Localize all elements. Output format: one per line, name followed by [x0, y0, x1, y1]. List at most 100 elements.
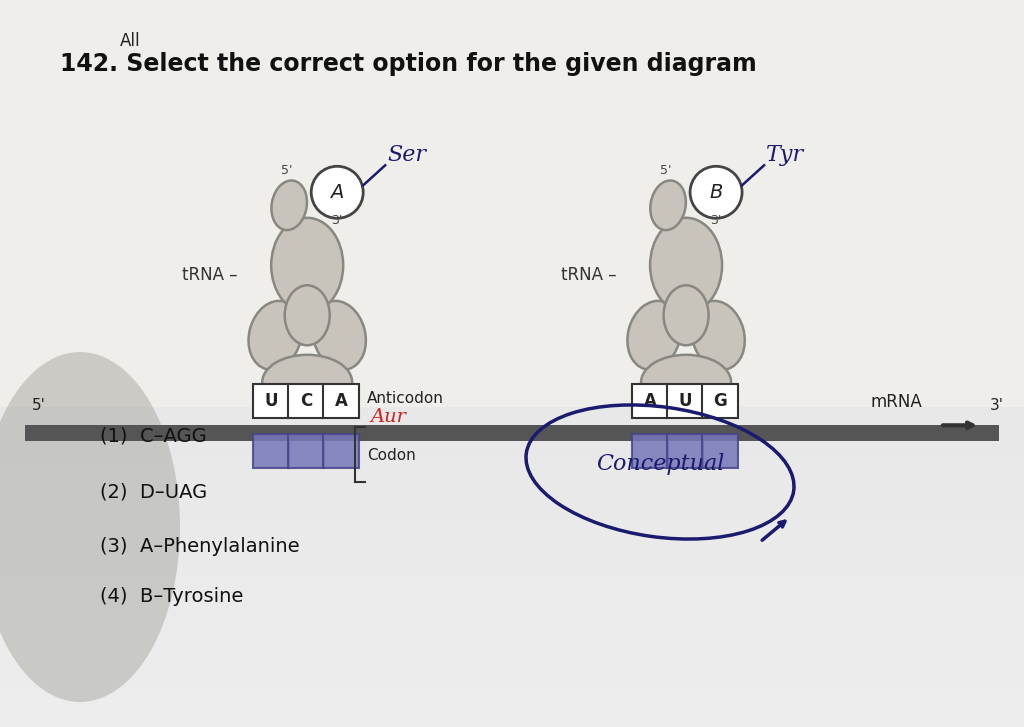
Bar [0, 698, 1024, 699]
Bar [0, 377, 1024, 378]
Bar [0, 396, 1024, 397]
Bar [0, 483, 1024, 484]
Bar [0, 360, 1024, 361]
Text: U: U [678, 393, 692, 410]
Bar [0, 356, 1024, 357]
Bar [0, 559, 1024, 560]
Bar [0, 266, 1024, 267]
Bar [0, 6, 1024, 7]
Bar [0, 109, 1024, 110]
Bar [0, 41, 1024, 42]
Bar [0, 535, 1024, 536]
Bar [0, 219, 1024, 220]
Bar [0, 310, 1024, 311]
Bar [0, 226, 1024, 227]
Bar [0, 477, 1024, 478]
Text: A: A [644, 393, 656, 410]
Bar [0, 131, 1024, 132]
Bar [0, 565, 1024, 566]
Bar [0, 589, 1024, 590]
Bar [0, 720, 1024, 721]
Bar [25, 425, 999, 441]
Bar [0, 494, 1024, 495]
Bar [0, 145, 1024, 146]
Bar [0, 148, 1024, 149]
Bar [0, 420, 1024, 421]
Bar [0, 3, 1024, 4]
Bar [0, 12, 1024, 13]
Bar [0, 290, 1024, 291]
Bar [0, 24, 1024, 25]
Bar [0, 331, 1024, 332]
Bar [0, 615, 1024, 616]
Bar [0, 687, 1024, 688]
Bar [0, 144, 1024, 145]
Bar [0, 141, 1024, 142]
Bar [0, 464, 1024, 465]
Bar [0, 363, 1024, 364]
FancyBboxPatch shape [667, 434, 703, 468]
Bar [0, 522, 1024, 523]
Bar [0, 375, 1024, 376]
Bar [0, 706, 1024, 707]
Bar [0, 528, 1024, 529]
Bar [0, 429, 1024, 430]
Bar [0, 542, 1024, 543]
Bar [0, 541, 1024, 542]
Bar [0, 297, 1024, 298]
Bar [0, 577, 1024, 578]
Bar [0, 140, 1024, 141]
Bar [0, 726, 1024, 727]
Bar [0, 353, 1024, 354]
Bar [0, 286, 1024, 287]
Bar [0, 162, 1024, 163]
Bar [0, 332, 1024, 333]
Bar [0, 579, 1024, 580]
Bar [0, 101, 1024, 102]
Bar [0, 77, 1024, 78]
Bar [0, 683, 1024, 684]
Bar [0, 278, 1024, 279]
Bar [0, 636, 1024, 637]
Bar [0, 240, 1024, 241]
Bar [0, 697, 1024, 698]
Bar [0, 449, 1024, 450]
Bar [0, 158, 1024, 159]
Bar [0, 230, 1024, 231]
Bar [0, 416, 1024, 417]
Bar [0, 52, 1024, 53]
Bar [0, 603, 1024, 604]
Bar [0, 664, 1024, 665]
Bar [0, 696, 1024, 697]
Bar [0, 194, 1024, 195]
Bar [0, 272, 1024, 273]
Text: Aur: Aur [370, 408, 406, 426]
Bar [0, 54, 1024, 55]
Text: U: U [264, 393, 278, 410]
Bar [0, 322, 1024, 323]
Bar [0, 725, 1024, 726]
Bar [0, 661, 1024, 662]
Bar [0, 538, 1024, 539]
Bar [0, 412, 1024, 413]
Bar [0, 387, 1024, 388]
Bar [0, 567, 1024, 568]
Bar [0, 716, 1024, 717]
Ellipse shape [285, 285, 330, 345]
Bar [0, 364, 1024, 365]
Bar [0, 470, 1024, 471]
Bar [0, 382, 1024, 383]
Bar [0, 25, 1024, 26]
Bar [0, 423, 1024, 424]
Bar [0, 232, 1024, 233]
Bar [0, 563, 1024, 564]
Bar [0, 239, 1024, 240]
Bar [0, 700, 1024, 701]
Bar [0, 519, 1024, 520]
Bar [0, 139, 1024, 140]
Bar [0, 69, 1024, 70]
Bar [0, 513, 1024, 514]
Text: (4)  B–Tyrosine: (4) B–Tyrosine [100, 587, 244, 606]
Bar [0, 587, 1024, 588]
Bar [0, 674, 1024, 675]
